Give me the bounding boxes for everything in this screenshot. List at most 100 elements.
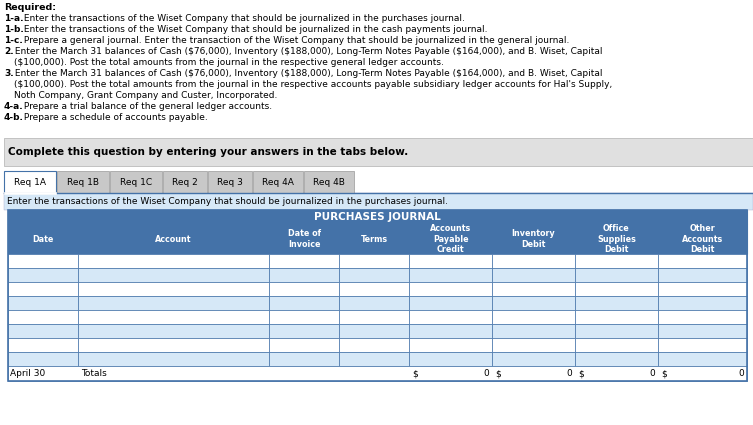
Bar	[78, 352, 270, 366]
Bar	[575, 268, 658, 282]
Text: Date: Date	[32, 235, 53, 244]
Text: 1-b.: 1-b.	[4, 25, 24, 34]
Bar	[78, 310, 270, 324]
Text: 1-c.: 1-c.	[4, 36, 23, 45]
Bar	[575, 352, 658, 366]
Bar	[163, 171, 207, 193]
Bar	[78, 324, 270, 338]
Text: Noth Company, Grant Company and Custer, Incorporated.: Noth Company, Grant Company and Custer, …	[14, 91, 277, 100]
Bar	[658, 282, 747, 296]
Bar	[492, 324, 575, 338]
Text: April 30: April 30	[10, 369, 45, 378]
Bar	[270, 254, 340, 268]
Text: ($100,000). Post the total amounts from the journal in the respective accounts p: ($100,000). Post the total amounts from …	[14, 80, 612, 89]
Bar	[78, 338, 270, 352]
Bar	[8, 210, 747, 381]
Bar	[340, 310, 410, 324]
Bar	[575, 254, 658, 268]
Bar	[575, 338, 658, 352]
Bar	[340, 352, 410, 366]
Bar	[658, 224, 747, 254]
Text: Req 4B: Req 4B	[313, 178, 345, 187]
Bar	[340, 282, 410, 296]
Bar	[340, 324, 410, 338]
Bar	[270, 282, 340, 296]
Bar	[8, 310, 78, 324]
Text: $: $	[578, 369, 584, 378]
Text: 4-a.: 4-a.	[4, 102, 23, 111]
Text: 0: 0	[566, 369, 572, 378]
Bar	[78, 224, 270, 254]
Bar	[575, 324, 658, 338]
Text: Office
Supplies
Debit: Office Supplies Debit	[597, 224, 636, 254]
Text: Totals: Totals	[81, 369, 107, 378]
Text: Accounts
Payable
Credit: Accounts Payable Credit	[430, 224, 471, 254]
Text: Req 4A: Req 4A	[262, 178, 294, 187]
Bar	[575, 310, 658, 324]
Text: 0: 0	[649, 369, 655, 378]
Bar	[410, 268, 492, 282]
Text: Prepare a trial balance of the general ledger accounts.: Prepare a trial balance of the general l…	[20, 102, 272, 111]
Text: $: $	[661, 369, 666, 378]
Bar	[270, 310, 340, 324]
Bar	[658, 324, 747, 338]
Bar	[8, 338, 78, 352]
Bar	[0, 0, 753, 130]
Bar	[270, 352, 340, 366]
Bar	[270, 224, 340, 254]
Text: Enter the March 31 balances of Cash ($76,000), Inventory ($188,000), Long-Term N: Enter the March 31 balances of Cash ($76…	[12, 69, 603, 78]
Bar	[78, 268, 270, 282]
Text: $: $	[495, 369, 501, 378]
Bar	[410, 296, 492, 310]
Bar	[4, 193, 753, 210]
Text: 3.: 3.	[4, 69, 14, 78]
Bar	[8, 268, 78, 282]
Text: Date of
Invoice: Date of Invoice	[288, 230, 321, 249]
Bar	[575, 282, 658, 296]
Bar	[270, 338, 340, 352]
Bar	[270, 324, 340, 338]
Text: Enter the transactions of the Wiset Company that should be journalized in the ca: Enter the transactions of the Wiset Comp…	[20, 25, 487, 34]
Text: Other
Accounts
Debit: Other Accounts Debit	[681, 224, 723, 254]
Bar	[410, 254, 492, 268]
Bar	[658, 310, 747, 324]
Bar	[78, 282, 270, 296]
Text: Prepare a schedule of accounts payable.: Prepare a schedule of accounts payable.	[20, 113, 207, 122]
Bar	[4, 138, 753, 166]
Text: 1-a.: 1-a.	[4, 14, 23, 23]
Bar	[410, 324, 492, 338]
Bar	[492, 268, 575, 282]
Bar	[8, 296, 78, 310]
Bar	[270, 268, 340, 282]
Bar	[8, 210, 747, 224]
Text: 0: 0	[483, 369, 489, 378]
Text: Req 1A: Req 1A	[14, 178, 46, 187]
Text: Enter the March 31 balances of Cash ($76,000), Inventory ($188,000), Long-Term N: Enter the March 31 balances of Cash ($76…	[12, 47, 603, 56]
Text: PURCHASES JOURNAL: PURCHASES JOURNAL	[314, 212, 441, 222]
Bar	[78, 296, 270, 310]
Bar	[492, 310, 575, 324]
Bar	[492, 338, 575, 352]
Bar	[658, 254, 747, 268]
Bar	[8, 224, 78, 254]
Bar	[410, 282, 492, 296]
Text: Complete this question by entering your answers in the tabs below.: Complete this question by entering your …	[8, 147, 408, 157]
Text: Req 3: Req 3	[217, 178, 243, 187]
Text: Req 1B: Req 1B	[67, 178, 99, 187]
Bar	[8, 324, 78, 338]
Bar	[8, 352, 78, 366]
Bar	[57, 171, 109, 193]
Text: Account: Account	[155, 235, 192, 244]
Bar	[410, 224, 492, 254]
Bar	[8, 366, 747, 381]
Bar	[8, 254, 78, 268]
Bar	[340, 296, 410, 310]
Bar	[4, 171, 56, 193]
Bar	[253, 171, 303, 193]
Bar	[78, 254, 270, 268]
Text: Req 1C: Req 1C	[120, 178, 152, 187]
Bar	[492, 282, 575, 296]
Bar	[658, 352, 747, 366]
Text: Enter the transactions of the Wiset Company that should be journalized in the pu: Enter the transactions of the Wiset Comp…	[20, 14, 465, 23]
Bar	[4, 192, 56, 194]
